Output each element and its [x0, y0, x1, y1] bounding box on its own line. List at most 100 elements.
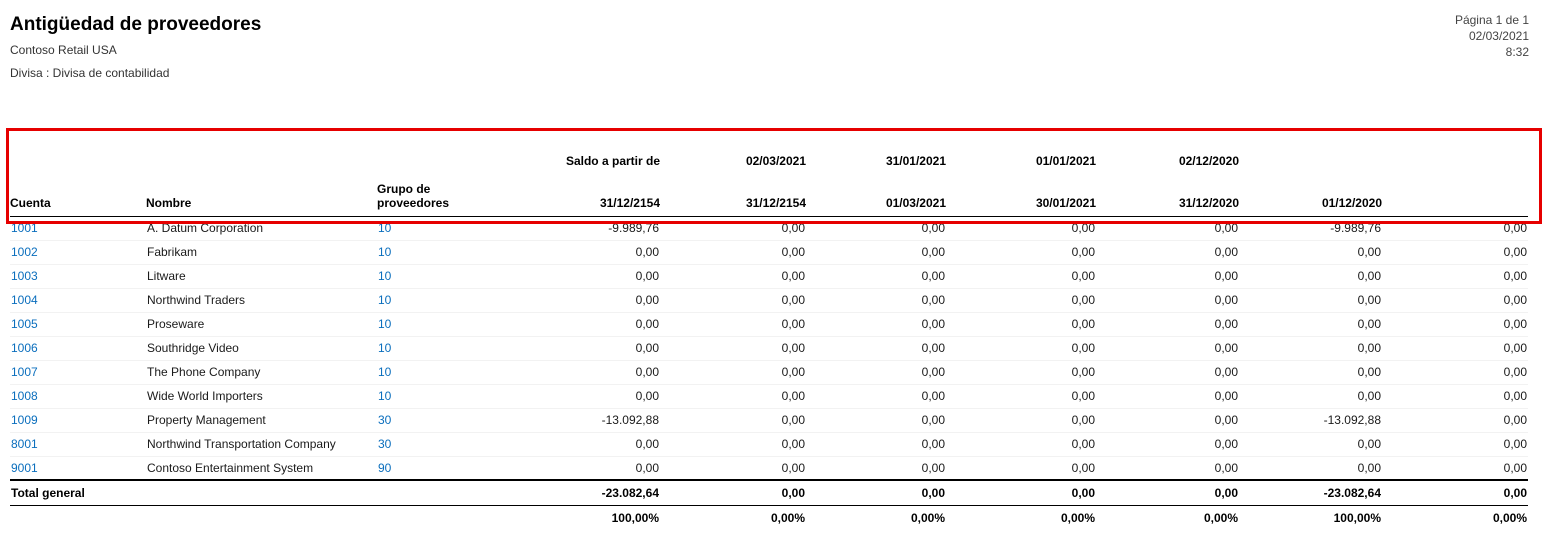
vendor-group-link[interactable]: 30 — [378, 437, 392, 451]
vendor-group-cell: 10 — [377, 264, 475, 289]
amount-cell: 0,00 — [1239, 240, 1382, 265]
vendor-group-cell: 10 — [377, 360, 475, 385]
column-header-bottom: 31/12/2154 — [475, 176, 660, 217]
account-link[interactable]: 1009 — [11, 413, 38, 427]
vendor-group-link[interactable]: 10 — [378, 317, 392, 331]
amount-cell: -9.989,76 — [1239, 216, 1382, 241]
amount-cell: 0,00 — [475, 384, 660, 409]
vendor-group-link[interactable]: 10 — [378, 245, 392, 259]
amount-cell: 0,00 — [946, 432, 1096, 457]
amount-cell: 0,00 — [1239, 360, 1382, 385]
amount-cell: 0,00 — [1382, 432, 1528, 457]
amount-cell: 0,00 — [946, 240, 1096, 265]
vendor-name: Property Management — [146, 408, 377, 433]
amount-cell: 0,00 — [946, 384, 1096, 409]
report-date: 02/03/2021 — [1468, 29, 1529, 43]
account-link[interactable]: 1003 — [11, 269, 38, 283]
amount-cell: 0,00 — [1096, 384, 1239, 409]
table-row: 1004 Northwind Traders 10 0,00 0,00 0,00… — [10, 288, 1528, 313]
column-header-cuenta: Cuenta — [10, 176, 146, 217]
amount-cell: 0,00 — [660, 216, 806, 241]
table-row: 8001 Northwind Transportation Company 30… — [10, 432, 1528, 457]
account-link[interactable]: 1001 — [11, 221, 38, 235]
column-header-bottom: 30/01/2021 — [946, 176, 1096, 217]
account-link[interactable]: 1004 — [11, 293, 38, 307]
percentage-cell: 0,00% — [1492, 510, 1527, 525]
total-amount-cell: -23.082,64 — [1239, 479, 1382, 506]
header-row-bottom: Cuenta Nombre Grupo de proveedores 31/12… — [10, 176, 1528, 217]
amount-cell: 0,00 — [1239, 336, 1382, 361]
vendor-group-link[interactable]: 10 — [378, 293, 392, 307]
amount-cell: 0,00 — [1239, 312, 1382, 337]
amount-cell: 0,00 — [806, 432, 946, 457]
amount-cell: 0,00 — [1239, 432, 1382, 457]
vendor-group-link[interactable]: 30 — [378, 413, 392, 427]
column-header-top: Saldo a partir de — [565, 154, 660, 168]
amount-cell: 0,00 — [806, 384, 946, 409]
account-link[interactable]: 1007 — [11, 365, 38, 379]
amount-cell: 0,00 — [1382, 408, 1528, 433]
amount-cell: 0,00 — [946, 336, 1096, 361]
total-amount-cell: 0,00 — [806, 479, 946, 506]
amount-cell: 0,00 — [660, 384, 806, 409]
vendor-name: Northwind Transportation Company — [146, 432, 377, 457]
column-header-bottom — [1382, 176, 1528, 217]
amount-cell: 0,00 — [806, 336, 946, 361]
account-cell: 1008 — [10, 384, 146, 409]
amount-cell: 0,00 — [1096, 360, 1239, 385]
vendor-group-cell: 10 — [377, 240, 475, 265]
table-row: 1003 Litware 10 0,00 0,00 0,00 0,00 0,00… — [10, 264, 1528, 289]
account-cell: 9001 — [10, 456, 146, 481]
vendor-name: Fabrikam — [146, 240, 377, 265]
vendor-name: Northwind Traders — [146, 288, 377, 313]
account-link[interactable]: 1006 — [11, 341, 38, 355]
column-header-bottom: 01/03/2021 — [806, 176, 946, 217]
amount-cell: 0,00 — [946, 408, 1096, 433]
column-header-bottom: 01/12/2020 — [1239, 176, 1382, 217]
vendor-group-link[interactable]: 90 — [378, 460, 392, 475]
vendor-group-link[interactable]: 10 — [378, 365, 392, 379]
aging-table: Saldo a partir de 02/03/2021 31/01/2021 … — [10, 138, 1528, 530]
account-link[interactable]: 1002 — [11, 245, 38, 259]
header-row-top: Saldo a partir de 02/03/2021 31/01/2021 … — [10, 138, 1528, 176]
vendor-group-link[interactable]: 10 — [378, 341, 392, 355]
table-row: 1005 Proseware 10 0,00 0,00 0,00 0,00 0,… — [10, 312, 1528, 337]
total-amount-cell: 0,00 — [946, 479, 1096, 506]
vendor-group-cell: 10 — [377, 336, 475, 361]
amount-cell: 0,00 — [475, 264, 660, 289]
account-link[interactable]: 8001 — [11, 437, 38, 451]
vendor-name: Litware — [146, 264, 377, 289]
amount-cell: 0,00 — [660, 312, 806, 337]
column-header-grupo: Grupo de proveedores — [377, 176, 475, 217]
column-header-top: 02/03/2021 — [745, 154, 806, 168]
amount-cell: -9.989,76 — [475, 216, 660, 241]
account-link[interactable]: 1008 — [11, 389, 38, 403]
percentage-cell: 0,00% — [1060, 510, 1095, 525]
percentage-row: 100,00% 0,00% 0,00% 0,00% 0,00% 100,00% … — [10, 505, 1528, 530]
vendor-group-cell: 10 — [377, 216, 475, 241]
amount-cell: 0,00 — [660, 432, 806, 457]
amount-cell: 0,00 — [1239, 264, 1382, 289]
amount-cell: 0,00 — [1239, 288, 1382, 313]
amount-cell: 0,00 — [1382, 456, 1528, 481]
amount-cell: 0,00 — [1239, 384, 1382, 409]
total-amount-cell: -23.082,64 — [475, 479, 660, 506]
amount-cell: 0,00 — [1096, 456, 1239, 481]
amount-cell: 0,00 — [806, 240, 946, 265]
amount-cell: 0,00 — [660, 264, 806, 289]
empty-cell — [377, 505, 475, 530]
amount-cell: 0,00 — [946, 312, 1096, 337]
amount-cell: 0,00 — [1096, 216, 1239, 241]
amount-cell: 0,00 — [1096, 312, 1239, 337]
amount-cell: 0,00 — [1096, 264, 1239, 289]
vendor-group-link[interactable]: 10 — [378, 269, 392, 283]
vendor-group-link[interactable]: 10 — [378, 389, 392, 403]
account-link[interactable]: 1005 — [11, 317, 38, 331]
vendor-group-link[interactable]: 10 — [378, 221, 392, 235]
amount-cell: 0,00 — [806, 216, 946, 241]
empty-cell — [377, 479, 475, 506]
percentage-cell: 0,00% — [910, 510, 945, 525]
account-link[interactable]: 9001 — [11, 460, 38, 475]
amount-cell: 0,00 — [1239, 456, 1382, 481]
percentage-cell: 0,00% — [770, 510, 805, 525]
